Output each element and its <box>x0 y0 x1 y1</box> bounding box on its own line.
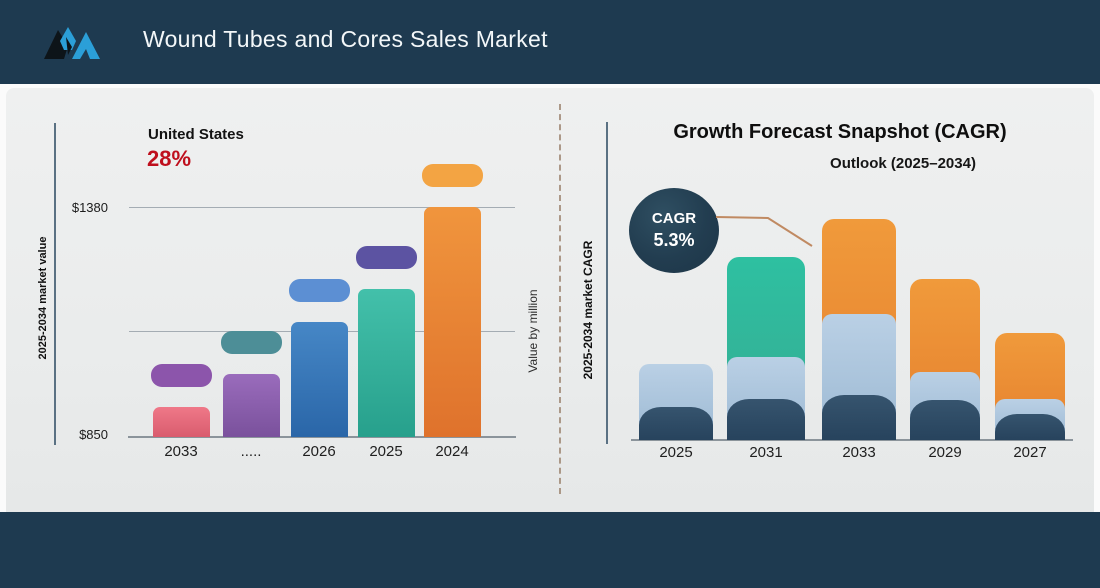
right-x-axis <box>631 439 1073 441</box>
left-y-axis-title: 2025-2034 market value <box>37 236 49 360</box>
tick-1380: $1380 <box>71 200 108 215</box>
left-x-axis <box>128 436 516 438</box>
bar-..... <box>222 374 280 437</box>
region-label: United States <box>148 126 244 143</box>
x-label-right-2031: 2031 <box>749 444 783 461</box>
x-label-.....: ..... <box>240 443 262 460</box>
cagr-badge: CAGR 5.3% <box>629 188 719 273</box>
bar-2025 <box>357 289 415 437</box>
value-by-million-label: Value by million <box>526 289 540 373</box>
x-label-right-2025: 2025 <box>659 444 693 461</box>
page-title: Wound Tubes and Cores Sales Market <box>143 26 548 52</box>
bar-cap-2033 <box>150 363 212 387</box>
bar-2029-base <box>910 400 980 440</box>
ama-logo-icon <box>42 25 112 59</box>
bar-2033 <box>152 406 210 437</box>
bar-2024 <box>423 207 481 437</box>
x-label-right-2029: 2029 <box>928 444 962 461</box>
right-y-axis <box>606 122 608 444</box>
bar-cap-2026 <box>288 279 350 302</box>
bar-cap-..... <box>220 331 282 355</box>
right-chart-subtitle: Outlook (2025–2034) <box>830 155 976 172</box>
bar-2033-base <box>822 395 896 440</box>
bar-2031-base <box>727 399 805 440</box>
x-label-2026: 2026 <box>302 443 336 460</box>
bar-2027-base <box>995 414 1065 440</box>
footer-bar: @ All Market Analysis Snapshot GlobalWou… <box>0 512 1100 588</box>
x-label-2033: 2033 <box>164 443 198 460</box>
bar-cap-2024 <box>421 164 483 187</box>
cagr-badge-label: CAGR <box>651 210 697 228</box>
right-y-axis-title: 2025-2034 market CAGR <box>581 240 595 380</box>
panel-divider <box>559 104 561 494</box>
gridline-1380 <box>129 207 515 208</box>
bar-2026 <box>290 322 348 437</box>
header-bar: Wound Tubes and Cores Sales Market <box>0 0 1100 84</box>
bar-cap-2025 <box>355 246 417 270</box>
tick-850: $850 <box>79 427 108 442</box>
bar-2025-base <box>639 407 713 440</box>
x-label-2025: 2025 <box>369 443 403 460</box>
highlight-percent: 28% <box>147 146 192 171</box>
x-label-right-2027: 2027 <box>1013 444 1047 461</box>
left-y-axis <box>54 123 56 445</box>
x-label-2024: 2024 <box>435 443 469 460</box>
x-label-right-2033: 2033 <box>842 444 876 461</box>
cagr-badge-value: 5.3% <box>653 229 695 250</box>
right-chart-title: Growth Forecast Snapshot (CAGR) <box>673 121 1007 143</box>
